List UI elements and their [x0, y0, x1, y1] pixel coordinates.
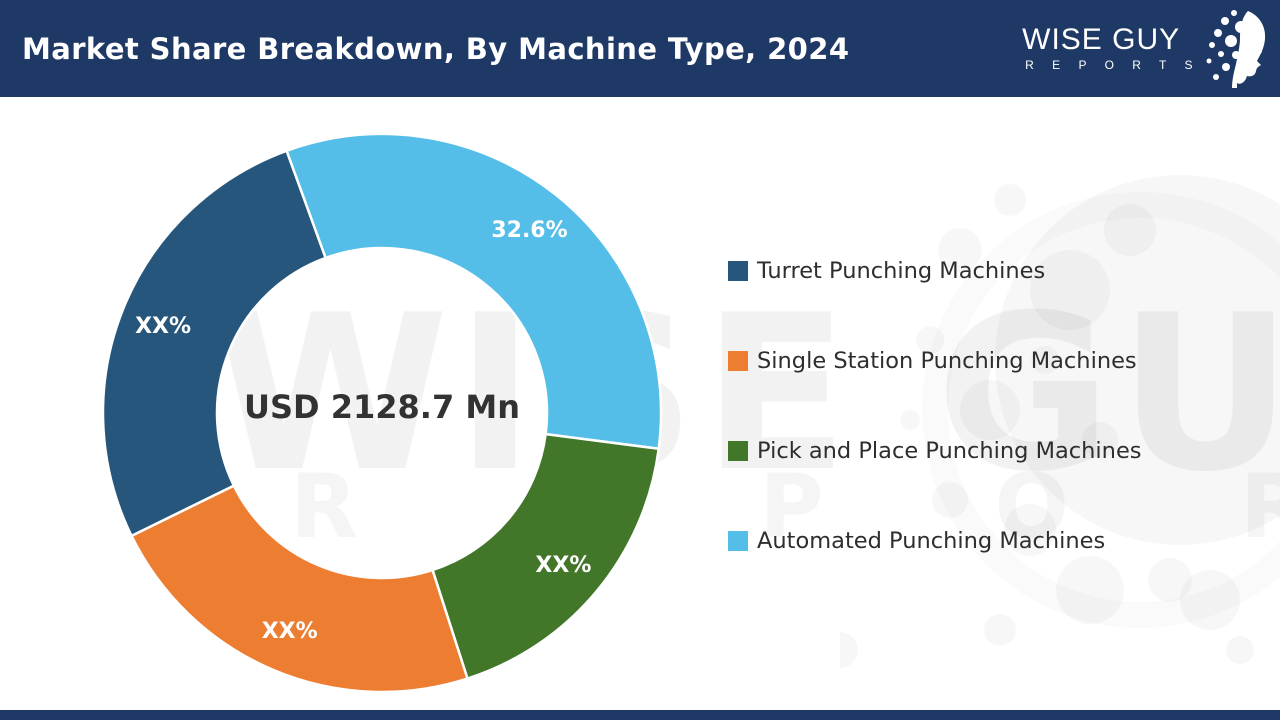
legend-label: Pick and Place Punching Machines	[757, 438, 1142, 464]
watermark-text: WISE GUY	[212, 268, 1280, 519]
donut-chart: 32.6% XX% XX% XX% USD 2128.7 Mn	[101, 132, 663, 694]
brand-subtitle: R E P O R T S	[1025, 58, 1200, 73]
donut-segment-turret-punching-machines	[101, 149, 328, 538]
page-title: Market Share Breakdown, By Machine Type,…	[22, 31, 850, 66]
slice-value-label: XX%	[135, 314, 191, 339]
chart-legend: Turret Punching Machines Single Station P…	[728, 258, 1142, 554]
legend-label: Single Station Punching Machines	[757, 348, 1137, 374]
footer-bar	[0, 710, 1280, 720]
slice-value-label: XX%	[262, 619, 318, 644]
legend-item-automated-punching-machines: Automated Punching Machines	[728, 528, 1142, 554]
watermark-subtext: R E P O R T S	[290, 455, 1280, 558]
legend-swatch	[728, 261, 748, 281]
brand-logo-text: WISE GUY R E P O R T S	[1022, 24, 1200, 73]
legend-item-turret-punching-machines: Turret Punching Machines	[728, 258, 1142, 284]
slice-value-label: XX%	[535, 553, 591, 578]
donut-segment-automated-punching-machines	[284, 132, 663, 451]
legend-item-pick-and-place-punching-machines: Pick and Place Punching Machines	[728, 438, 1142, 464]
donut-segment-pick-and-place-punching-machines	[430, 432, 661, 681]
legend-swatch	[728, 441, 748, 461]
legend-label: Turret Punching Machines	[757, 258, 1046, 284]
legend-swatch	[728, 531, 748, 551]
legend-item-single-station-punching-machines: Single Station Punching Machines	[728, 348, 1142, 374]
header-bar: Market Share Breakdown, By Machine Type,…	[0, 0, 1280, 97]
slice-value-label: 32.6%	[491, 218, 567, 243]
donut-center-value: USD 2128.7 Mn	[244, 388, 520, 426]
brand-face-icon	[1206, 10, 1266, 88]
brand-name: WISE GUY	[1022, 22, 1181, 56]
brand-logo: WISE GUY R E P O R T S	[1022, 7, 1266, 89]
legend-swatch	[728, 351, 748, 371]
donut-segment-single-station-punching-machines	[129, 483, 470, 694]
legend-label: Automated Punching Machines	[757, 528, 1106, 554]
